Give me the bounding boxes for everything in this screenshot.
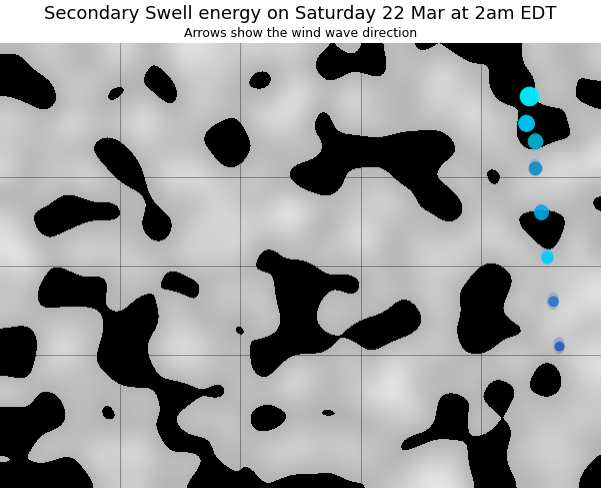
Ellipse shape bbox=[547, 293, 559, 310]
Point bbox=[524, 93, 534, 101]
Ellipse shape bbox=[520, 115, 532, 133]
Point bbox=[542, 253, 552, 261]
Ellipse shape bbox=[523, 88, 535, 106]
Point bbox=[548, 298, 558, 305]
Point bbox=[536, 209, 546, 217]
Ellipse shape bbox=[529, 133, 541, 150]
Point bbox=[554, 342, 564, 350]
Text: Secondary Swell energy on Saturday 22 Mar at 2am EDT: Secondary Swell energy on Saturday 22 Ma… bbox=[44, 5, 557, 23]
Point bbox=[530, 138, 540, 145]
Ellipse shape bbox=[535, 204, 547, 222]
Ellipse shape bbox=[541, 248, 553, 266]
Point bbox=[521, 120, 531, 128]
Ellipse shape bbox=[553, 337, 565, 355]
Ellipse shape bbox=[529, 160, 541, 177]
Text: Arrows show the wind wave direction: Arrows show the wind wave direction bbox=[184, 26, 417, 40]
Point bbox=[530, 164, 540, 172]
